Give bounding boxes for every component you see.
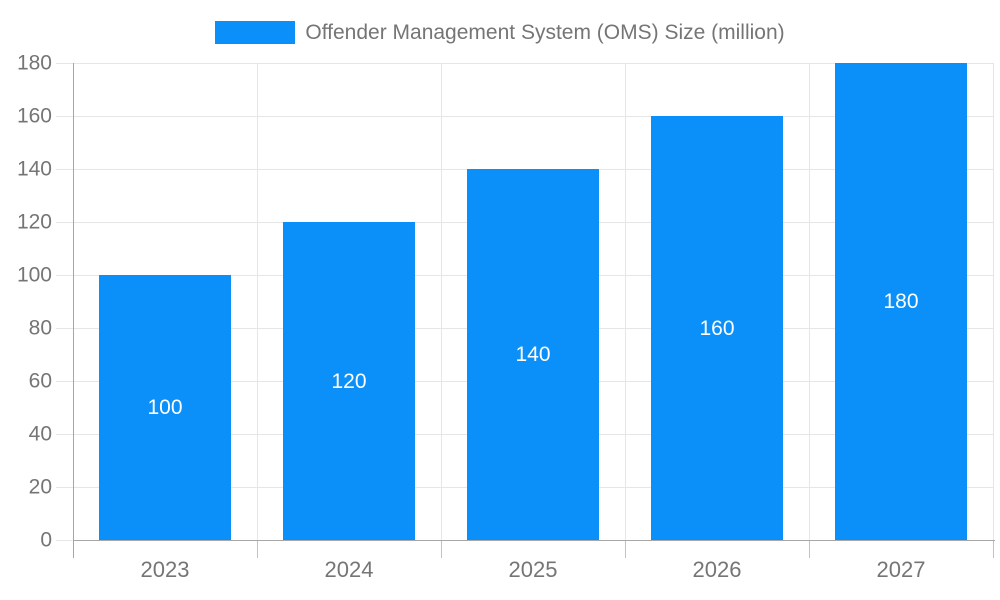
x-axis-tick xyxy=(440,541,442,558)
y-tick-label: 80 xyxy=(28,316,52,340)
gridline-vertical xyxy=(256,63,258,540)
bar-2023[interactable]: 100 xyxy=(99,275,231,540)
bar-value-label: 100 xyxy=(147,396,183,419)
x-tick-label-2025: 2025 xyxy=(508,557,558,582)
legend-swatch xyxy=(215,21,296,44)
gridline-vertical xyxy=(808,63,810,540)
bar-value-label: 120 xyxy=(331,369,367,393)
y-tick-label: 160 xyxy=(16,104,52,128)
x-axis-tick xyxy=(624,541,626,558)
y-tick-label: 40 xyxy=(28,422,52,446)
gridline-vertical xyxy=(440,63,442,540)
gridline-vertical xyxy=(624,63,626,540)
y-tick-label: 60 xyxy=(28,369,52,393)
gridline-horizontal xyxy=(56,115,993,117)
x-axis-line xyxy=(73,540,995,541)
x-axis-tick xyxy=(992,541,994,558)
y-tick-label: 120 xyxy=(16,210,52,234)
y-tick-label: 0 xyxy=(40,528,52,552)
gridline-horizontal xyxy=(56,62,993,64)
bar-value-label: 180 xyxy=(883,290,919,313)
legend[interactable]: Offender Management System (OMS) Size (m… xyxy=(0,21,1000,44)
bar-value-label: 160 xyxy=(699,316,735,340)
y-tick-label: 140 xyxy=(16,157,52,181)
x-axis-tick xyxy=(808,541,810,558)
bar-2024[interactable]: 120 xyxy=(283,222,415,540)
x-tick-label-2027: 2027 xyxy=(876,557,926,582)
bar-2025[interactable]: 140 xyxy=(467,169,599,540)
y-tick-label: 180 xyxy=(16,51,52,75)
bar-2027[interactable]: 180 xyxy=(835,63,967,540)
plot-area: 100 120 140 160 180 xyxy=(56,62,994,541)
x-tick-label-2026: 2026 xyxy=(692,557,742,582)
gridline-vertical xyxy=(992,63,994,540)
bar-2026[interactable]: 160 xyxy=(651,116,783,540)
legend-label: Offender Management System (OMS) Size (m… xyxy=(305,20,785,44)
y-axis-line xyxy=(73,63,74,558)
x-tick-label-2024: 2024 xyxy=(324,557,374,582)
y-tick-label: 100 xyxy=(16,263,52,287)
y-tick-label: 20 xyxy=(28,475,52,499)
x-tick-label-2023: 2023 xyxy=(140,557,190,582)
bar-value-label: 140 xyxy=(515,343,551,366)
x-axis-tick xyxy=(256,541,258,558)
